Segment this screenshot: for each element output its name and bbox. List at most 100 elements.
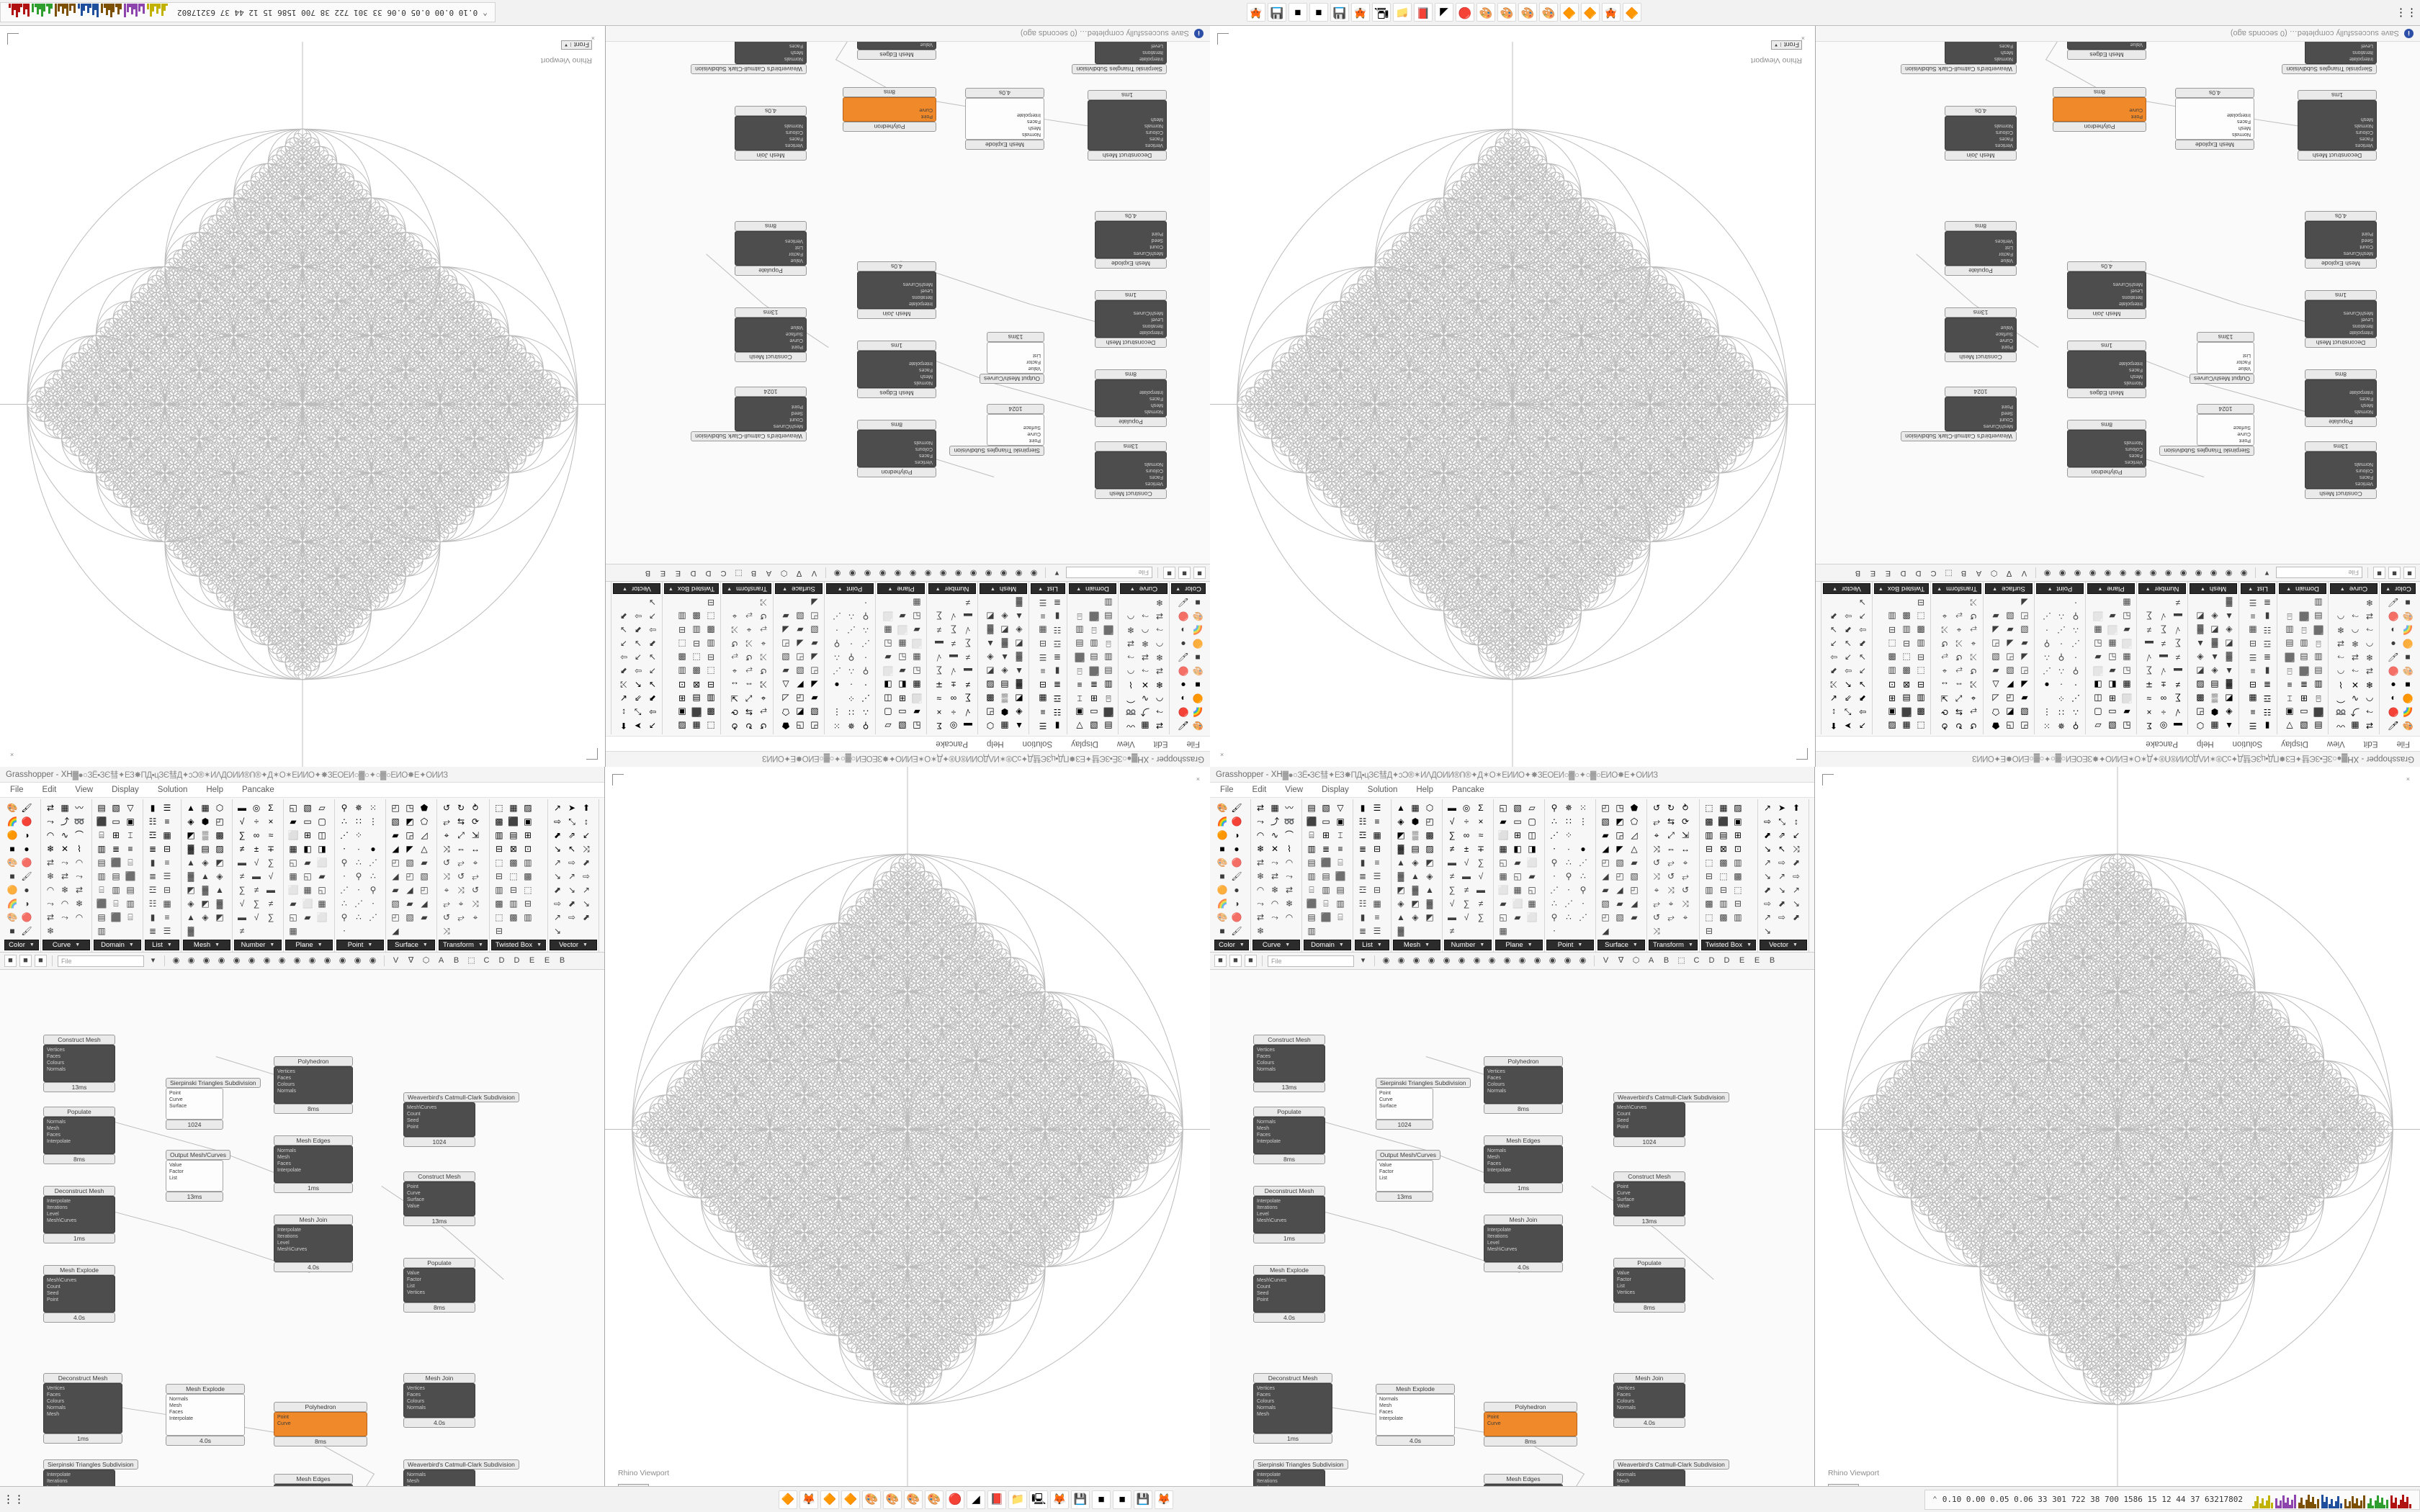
ribbon-component-icon[interactable]: ≠ bbox=[1445, 842, 1459, 855]
gh-component-param[interactable]: Normals bbox=[44, 1405, 122, 1411]
ribbon-component-icon[interactable]: ⬛ bbox=[2297, 610, 2311, 624]
gh-component-param[interactable]: Faces bbox=[2298, 135, 2376, 142]
chevron-down-icon[interactable]: ▼ bbox=[1038, 586, 1043, 591]
ribbon-component-icon[interactable]: ∑ bbox=[932, 665, 946, 678]
ribbon-component-icon[interactable]: ⋰ bbox=[1547, 883, 1561, 896]
ribbon-component-icon[interactable]: ⤨ bbox=[439, 924, 454, 937]
ribbon-component-icon[interactable]: ❄ bbox=[1152, 596, 1167, 610]
ribbon-component-icon[interactable]: ∴ bbox=[2040, 651, 2054, 665]
ribbon-component-icon[interactable]: √ bbox=[2156, 665, 2171, 678]
ribbon-component-icon[interactable]: ▦ bbox=[300, 883, 315, 896]
taskbar-app-icons-bottom[interactable]: 🔶 🦊 🔶 🔶 🎨 🎨 🎨 🎨 🔴 ◢ 📕 📁 🖳 🦊 💾 ■ ■ 💾 🦊 bbox=[774, 1490, 1178, 1509]
chevron-down-icon[interactable]: ▼ bbox=[782, 586, 787, 591]
chevron-down-icon[interactable]: ▼ bbox=[1175, 586, 1180, 591]
cluster-icon[interactable]: ◉ bbox=[1440, 955, 1453, 967]
ribbon-component-icon[interactable]: ≠ bbox=[235, 842, 249, 855]
ribbon-component-icon[interactable]: ⥁ bbox=[1678, 801, 1693, 814]
ribbon-component-icon[interactable]: ≠ bbox=[1459, 883, 1474, 896]
ribbon-component-icon[interactable]: ▦ bbox=[160, 896, 174, 910]
ribbon-component-icon[interactable]: ▰ bbox=[1627, 910, 1641, 924]
ribbon-component-icon[interactable]: ▬ bbox=[264, 883, 278, 896]
ribbon-component-icon[interactable]: ∴ bbox=[366, 869, 380, 883]
gh-component-param[interactable]: Surface bbox=[1945, 330, 2016, 337]
ribbon-component-icon[interactable]: 🎨 bbox=[5, 801, 19, 814]
ribbon-component-icon[interactable]: ⤨ bbox=[1649, 842, 1664, 855]
layout-icon[interactable]: ◉ bbox=[321, 955, 333, 967]
ribbon-component-icon[interactable]: ⌸ bbox=[109, 896, 123, 910]
ribbon-component-icon[interactable]: ▨ bbox=[1422, 842, 1437, 855]
ribbon-component-icon[interactable]: ⌖ bbox=[1966, 637, 1981, 651]
ribbon-component-icon[interactable]: ⌸ bbox=[1304, 828, 1319, 842]
gh-component[interactable]: Mesh Join Interpolate Iterations Level Mesh\… bbox=[274, 1215, 353, 1272]
ribbon-component-icon[interactable]: ⚲ bbox=[859, 719, 873, 733]
ribbon-component-icon[interactable]: ⚲ bbox=[337, 801, 351, 814]
ribbon-component-icon[interactable]: ▧ bbox=[403, 910, 417, 924]
ribbon-component-icon[interactable]: ⥂ bbox=[1952, 665, 1966, 678]
ribbon-component-icon[interactable]: ⇨ bbox=[1775, 855, 1789, 869]
ribbon-component-icon[interactable]: 🌈 bbox=[5, 814, 19, 828]
ribbon-component-icon[interactable]: ∓ bbox=[264, 842, 278, 855]
ribbon-component-icon[interactable]: ◩ bbox=[2208, 624, 2222, 637]
ribbon-component-icon[interactable]: ◰ bbox=[2003, 651, 2017, 665]
ribbon-component-icon[interactable]: ➿ bbox=[2334, 706, 2348, 719]
terminal-icon[interactable]: ■ bbox=[1288, 3, 1307, 22]
ribbon-component-icon[interactable]: ⇲ bbox=[727, 692, 742, 706]
ribbon-component-icon[interactable]: ▭ bbox=[895, 706, 910, 719]
ribbon-component-icon[interactable]: ▩ bbox=[506, 910, 521, 924]
chevron-down-icon[interactable]: ▼ bbox=[423, 942, 428, 948]
ribbon-component-icon[interactable]: ⬜ bbox=[1525, 910, 1539, 924]
ribbon-component-icon[interactable]: ▮ bbox=[145, 801, 160, 814]
ribbon-component-icon[interactable]: ▥ bbox=[1702, 828, 1716, 842]
ribbon-component-icon[interactable]: ▒ bbox=[198, 828, 212, 842]
ribbon-component-icon[interactable]: ↺ bbox=[439, 801, 454, 814]
ribbon-component-icon[interactable]: ▦ bbox=[910, 678, 924, 692]
toolbar-letter-button[interactable]: C bbox=[480, 955, 493, 967]
gh-component-param[interactable]: Mesh bbox=[404, 1478, 475, 1485]
ribbon-component-icon[interactable]: ▬ bbox=[1474, 883, 1488, 896]
ribbon-component-icon[interactable]: ▣ bbox=[1731, 814, 1745, 828]
ribbon-component-icon[interactable]: ⬛ bbox=[1087, 665, 1101, 678]
grasshopper-canvas[interactable]: Construct Mesh Vertices Faces Colours Normal… bbox=[0, 970, 604, 1492]
grasshopper-canvas[interactable]: Construct Mesh Vertices Faces Colours Normal… bbox=[606, 42, 1210, 564]
gh-component-param[interactable]: Seed bbox=[1254, 1290, 1325, 1297]
ribbon-component-icon[interactable]: ≠ bbox=[235, 924, 249, 937]
gh-component-body[interactable]: Point Curve Surface bbox=[2197, 414, 2254, 446]
chevron-down-icon[interactable]: ▼ bbox=[2248, 586, 2253, 591]
ribbon-component-icon[interactable]: ⬜ bbox=[1496, 828, 1510, 842]
save-icon[interactable]: ■ bbox=[1163, 567, 1175, 579]
gh-component-param[interactable]: Faces bbox=[1945, 42, 2016, 49]
ribbon-component-icon[interactable]: ≈ bbox=[1474, 828, 1488, 842]
ribbon-component-icon[interactable]: ▰ bbox=[286, 896, 300, 910]
ribbon-component-icon[interactable]: ⋰ bbox=[1561, 896, 1576, 910]
chevron-down-icon[interactable]: ▼ bbox=[622, 586, 627, 591]
ribbon-component-icon[interactable]: ◩ bbox=[983, 665, 998, 678]
gh-component-body[interactable]: Vertices Faces Colours Normals bbox=[274, 1066, 353, 1104]
chevron-down-icon[interactable]: ▼ bbox=[2097, 586, 2102, 591]
ribbon-component-icon[interactable]: ◠ bbox=[1282, 855, 1296, 869]
ribbon-component-icon[interactable]: ◠ bbox=[1152, 637, 1167, 651]
ribbon-group-mesh[interactable]: ▲ ▦ ⬡ ◈ ⬢ ◰ ◩ ▒ ▩ ▓ ▤ ▨ ▲ ◈ ◩ ▓ ▲ ◈ ◩ ▓ ▲ ◈ ◩ ▓ ▲ ◈ ◩ ▓ Mesh ▼ bbox=[2187, 582, 2238, 734]
ribbon-component-icon[interactable]: ⊟ bbox=[2246, 637, 2260, 651]
ribbon-component-icon[interactable]: ↘ bbox=[1760, 842, 1775, 855]
lock-icon[interactable]: ◉ bbox=[998, 567, 1010, 579]
ribbon-component-icon[interactable]: ⊟ bbox=[704, 678, 718, 692]
ribbon-component-icon[interactable]: ▤ bbox=[94, 855, 109, 869]
ribbon-component-icon[interactable]: ▦ bbox=[1370, 896, 1384, 910]
ribbon-component-icon[interactable]: ⇨ bbox=[645, 624, 660, 637]
ribbon-component-icon[interactable]: ↔ bbox=[727, 678, 742, 692]
ribbon-component-icon[interactable]: ⋰ bbox=[2069, 692, 2083, 706]
chevron-down-icon[interactable]: ▼ bbox=[1130, 586, 1135, 591]
redshift-icon[interactable]: 🔴 bbox=[946, 1490, 965, 1509]
toolbar-letter-button[interactable]: ⬡ bbox=[1630, 955, 1642, 967]
gh-component-param[interactable]: Mesh\Curves bbox=[44, 1218, 115, 1224]
ribbon-component-icon[interactable]: ◑ bbox=[19, 896, 34, 910]
ribbon-component-icon[interactable]: ▧ bbox=[388, 896, 403, 910]
gh-component-param[interactable]: Faces bbox=[1484, 1161, 1562, 1167]
ribbon-component-icon[interactable]: ■ bbox=[1191, 678, 1205, 692]
gh-component-param[interactable]: Mesh bbox=[1254, 1411, 1332, 1418]
ribbon-component-icon[interactable]: ◠ bbox=[2334, 665, 2348, 678]
ribbon-component-icon[interactable]: ⇆ bbox=[1664, 814, 1678, 828]
ribbon-component-icon[interactable]: ▢ bbox=[2091, 706, 2105, 719]
